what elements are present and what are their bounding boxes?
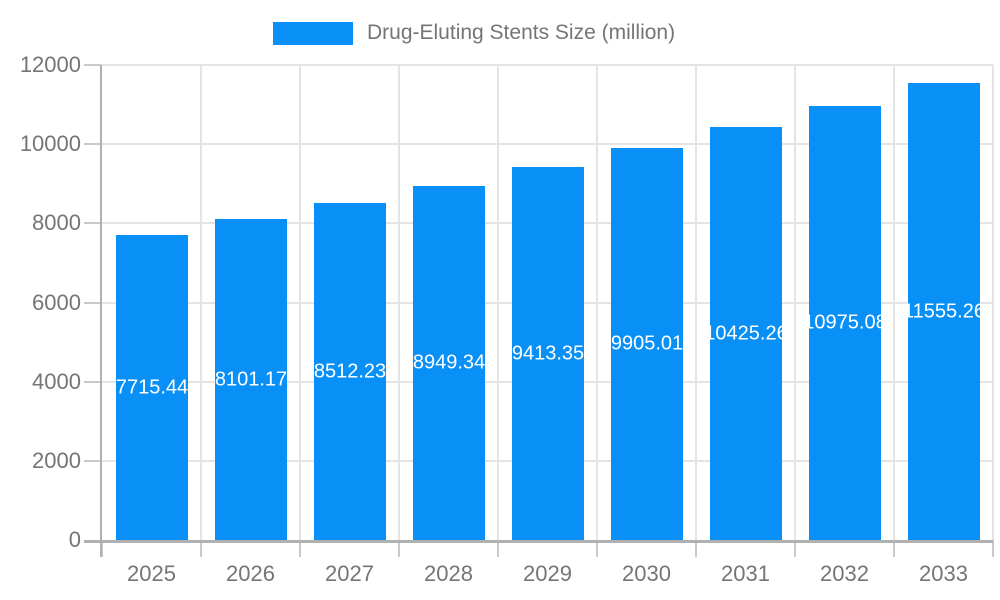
bar-2026[interactable]: 8101.17 [215, 219, 287, 540]
bar-value-label: 11555.26 [908, 300, 980, 322]
x-axis-tick-label: 2029 [523, 561, 572, 586]
y-axis-tick-label: 6000 [32, 290, 81, 315]
x-axis-tick [200, 540, 202, 557]
y-axis-tick-label: 4000 [32, 369, 81, 394]
v-gridline [200, 65, 202, 540]
x-axis-tick [893, 540, 895, 557]
y-axis-tick-label: 0 [68, 527, 81, 552]
legend-label: Drug-Eluting Stents Size (million) [367, 21, 676, 44]
bar-value-label: 7715.44 [116, 376, 188, 398]
y-axis-tick [84, 381, 101, 383]
h-gridline [101, 143, 993, 145]
x-axis-tick-label: 2030 [622, 561, 671, 586]
x-axis-tick-label: 2027 [325, 561, 374, 586]
chart-legend[interactable]: Drug-Eluting Stents Size (million) [0, 0, 1000, 50]
x-axis-tick-label: 2032 [820, 561, 869, 586]
bar-value-label: 8949.34 [413, 351, 485, 374]
y-axis-line [100, 65, 102, 557]
x-axis-tick-label: 2028 [424, 561, 473, 586]
y-axis-tick [84, 222, 101, 224]
v-gridline [497, 65, 499, 540]
x-axis-tick-label: 2031 [721, 561, 770, 586]
v-gridline [299, 65, 301, 540]
h-gridline [101, 64, 993, 66]
x-axis-tick-label: 2025 [127, 561, 176, 586]
x-axis-tick [596, 540, 598, 557]
v-gridline [992, 65, 994, 540]
v-gridline [596, 65, 598, 540]
v-gridline [794, 65, 796, 540]
bar-value-label: 10425.26 [710, 322, 782, 344]
bar-value-label: 9905.01 [611, 332, 683, 355]
bar-2029[interactable]: 9413.35 [512, 167, 584, 540]
y-axis-tick-label: 10000 [19, 131, 81, 156]
bar-2031[interactable]: 10425.26 [710, 127, 782, 540]
bar-value-label: 9413.35 [512, 342, 584, 364]
x-axis-tick-label: 2026 [226, 561, 275, 586]
x-axis-tick [497, 540, 499, 557]
legend-swatch-icon[interactable] [273, 22, 353, 45]
y-axis-tick-label: 12000 [19, 52, 81, 77]
x-axis-tick [992, 540, 994, 557]
bar-value-label: 8512.23 [314, 360, 386, 382]
x-axis-tick [101, 540, 103, 557]
y-axis-tick-label: 8000 [32, 210, 81, 235]
y-axis-tick [84, 143, 101, 145]
x-axis-line [84, 540, 993, 543]
bar-value-label: 8101.17 [215, 368, 287, 390]
y-axis-tick [84, 460, 101, 462]
bar-2025[interactable]: 7715.44 [116, 235, 188, 540]
bar-2033[interactable]: 11555.26 [908, 83, 980, 540]
v-gridline [893, 65, 895, 540]
x-axis-tick [695, 540, 697, 557]
x-axis-tick [299, 540, 301, 557]
bar-2030[interactable]: 9905.01 [611, 148, 683, 540]
bar-2028[interactable]: 8949.34 [413, 186, 485, 540]
y-axis-tick-label: 2000 [32, 448, 81, 473]
x-axis-tick [398, 540, 400, 557]
x-axis-tick-label: 2033 [919, 561, 968, 586]
y-axis-tick [84, 302, 101, 304]
v-gridline [695, 65, 697, 540]
v-gridline [398, 65, 400, 540]
y-axis-tick [84, 64, 101, 66]
bar-2027[interactable]: 8512.23 [314, 203, 386, 540]
x-axis-tick [794, 540, 796, 557]
